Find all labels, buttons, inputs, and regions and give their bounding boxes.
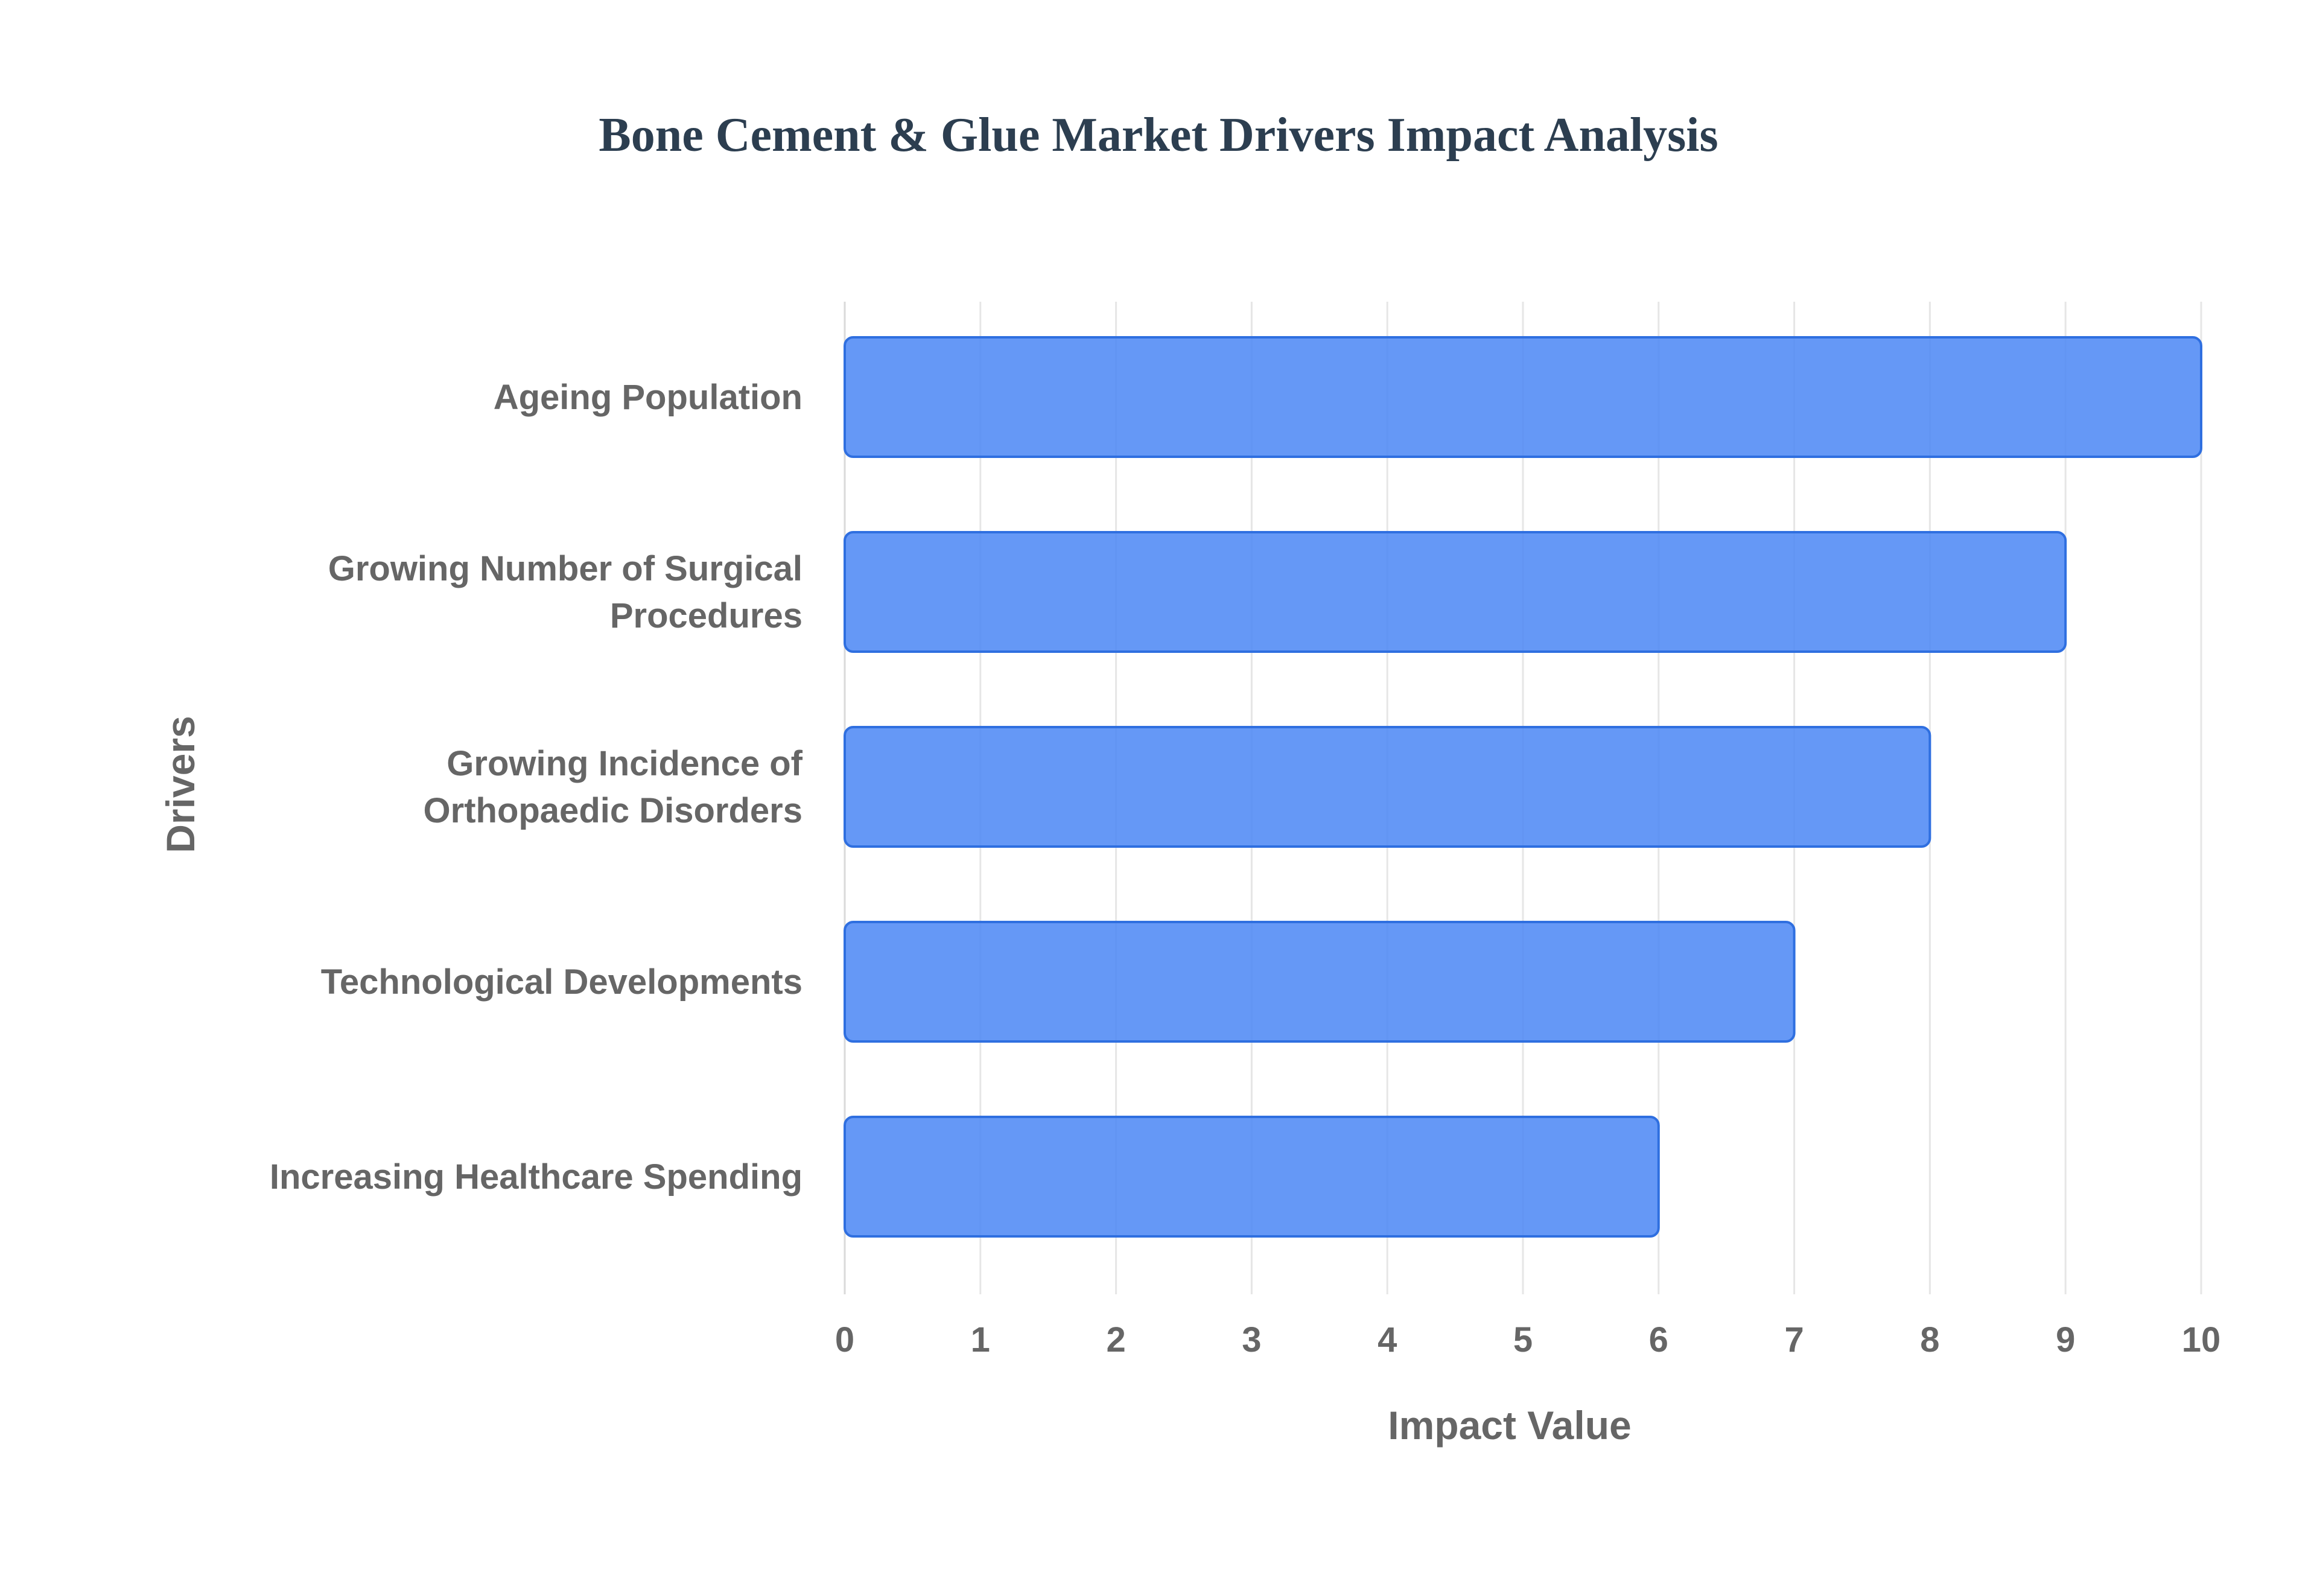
bar — [844, 726, 1931, 848]
x-tick-label: 9 — [2056, 1320, 2075, 1359]
bar — [844, 921, 1796, 1043]
category-label: Increasing Healthcare Spending — [270, 1157, 803, 1197]
bar — [844, 336, 2202, 458]
bar — [844, 1116, 1660, 1238]
category-label: Technological Developments — [321, 962, 803, 1002]
category-label: Growing Number of Surgical Procedures — [328, 549, 803, 635]
chart-title: Bone Cement & Glue Market Drivers Impact… — [599, 109, 1718, 162]
x-axis-title: Impact Value — [1388, 1403, 1632, 1448]
x-tick-label: 7 — [1784, 1320, 1804, 1359]
x-tick-label: 4 — [1378, 1320, 1397, 1359]
bar — [844, 531, 2067, 653]
x-tick-label: 5 — [1513, 1320, 1533, 1359]
x-tick-label: 1 — [971, 1320, 990, 1359]
category-label: Ageing Population — [494, 378, 803, 417]
x-tick-label: 0 — [835, 1320, 854, 1359]
x-tick-label: 8 — [1920, 1320, 1939, 1359]
x-tick-label: 10 — [2182, 1320, 2221, 1359]
category-labels: Ageing Population Growing Number of Surgi… — [270, 378, 803, 1197]
category-label: Growing Incidence of Orthopaedic Disorder… — [424, 744, 803, 830]
y-axis-title: Drivers — [158, 716, 203, 853]
x-tick-label: 3 — [1242, 1320, 1261, 1359]
x-tick-labels: 0 1 2 3 4 5 6 7 8 9 10 — [835, 1320, 2220, 1359]
x-tick-label: 2 — [1106, 1320, 1125, 1359]
x-tick-label: 6 — [1649, 1320, 1668, 1359]
bars — [844, 336, 2202, 1238]
